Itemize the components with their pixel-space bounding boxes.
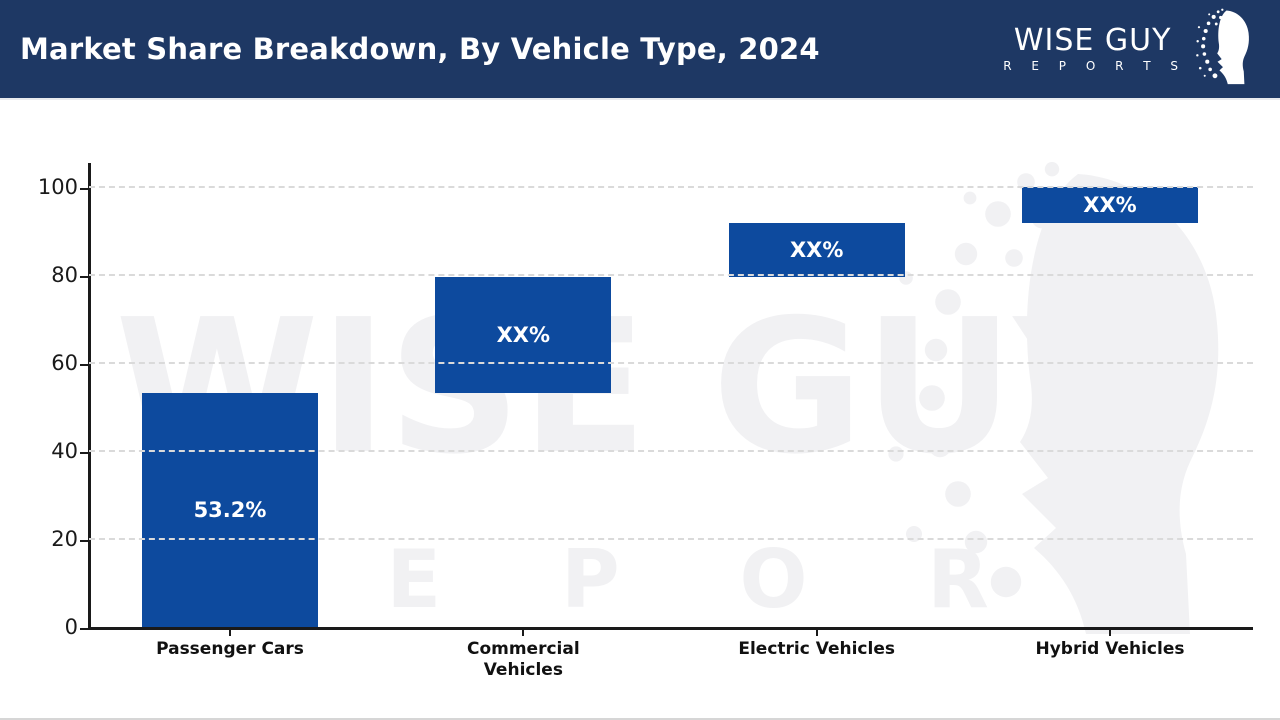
bar-hybrid-vehicles: XX% — [1021, 187, 1198, 224]
watermark-face-icon — [835, 162, 1265, 646]
x-tick-label-electric-vehicles: Electric Vehicles — [738, 639, 895, 659]
bar-passenger-cars: 53.2% — [142, 392, 318, 627]
y-tick-mark — [80, 539, 88, 542]
bar-value-label-hybrid-vehicles: XX% — [1083, 193, 1137, 218]
y-tick-label: 60 — [51, 351, 78, 375]
chart-canvas: WISE GUY R E P O R T S 0 20 40 60 80 100 53.2%… — [0, 100, 1280, 718]
bar-electric-vehicles: XX% — [728, 223, 905, 277]
y-tick-label: 40 — [51, 439, 78, 463]
x-tick-mark — [1108, 629, 1111, 636]
gridline — [89, 186, 1253, 188]
gridline — [89, 362, 1253, 364]
bar-value-label-commercial-vehicles: XX% — [496, 322, 551, 347]
logo-wordmark: WISE GUY — [1013, 22, 1172, 58]
y-tick-mark — [80, 275, 88, 278]
y-tick-mark — [80, 627, 88, 630]
x-tick-label-hybrid-vehicles: Hybrid Vehicles — [1035, 639, 1185, 659]
y-tick-mark — [80, 363, 88, 366]
x-tick-label-passenger-cars: Passenger Cars — [156, 639, 304, 659]
y-axis-line — [88, 163, 91, 630]
logo-face-icon — [1190, 8, 1254, 90]
y-tick-label: 0 — [64, 615, 78, 639]
y-tick-label: 20 — [51, 527, 78, 551]
footer-rule — [0, 718, 1280, 720]
page-title: Market Share Breakdown, By Vehicle Type,… — [20, 32, 820, 66]
header-bar: Market Share Breakdown, By Vehicle Type,… — [0, 0, 1280, 100]
x-tick-label-commercial-vehicles: Commercial Vehicles — [466, 639, 580, 681]
x-tick-mark — [815, 629, 818, 636]
gridline — [89, 538, 1253, 540]
y-tick-mark — [80, 187, 88, 190]
bar-commercial-vehicles: XX% — [435, 276, 612, 393]
logo-subtitle: R E P O R T S — [1003, 59, 1186, 74]
bar-value-label-passenger-cars: 53.2% — [193, 497, 267, 522]
wise-guy-reports-logo: WISE GUY R E P O R T S — [999, 8, 1254, 90]
gridline — [89, 450, 1253, 452]
y-tick-label: 100 — [37, 175, 78, 199]
y-tick-mark — [80, 451, 88, 454]
y-tick-label: 80 — [51, 263, 78, 287]
x-axis-line — [88, 627, 1253, 630]
bar-value-label-electric-vehicles: XX% — [789, 237, 844, 262]
x-tick-mark — [229, 629, 231, 636]
x-tick-mark — [522, 629, 525, 636]
gridline — [89, 274, 1253, 276]
logo-text: WISE GUY R E P O R T S — [999, 25, 1186, 74]
